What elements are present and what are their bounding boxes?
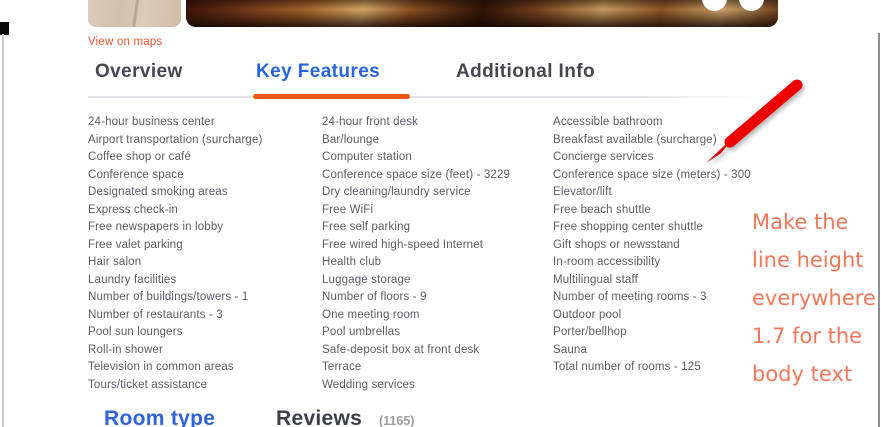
feature-item: Free shopping center shuttle — [553, 221, 703, 233]
feature-item: Pool sun loungers — [88, 326, 183, 338]
feature-item: Hair salon — [88, 256, 142, 268]
feature-item: Number of meeting rooms - 3 — [553, 291, 707, 303]
photo-pagination-dot[interactable] — [739, 0, 764, 11]
feature-item: Tours/ticket assistance — [88, 378, 208, 391]
feature-item: Sauna — [553, 343, 588, 356]
tab-divider — [88, 96, 756, 98]
feature-item: Breakfast available (surcharge) — [553, 133, 717, 146]
feature-item: Porter/bellhop — [553, 326, 627, 338]
tab-overview[interactable]: Overview — [95, 61, 183, 82]
feature-item: Free newspapers in lobby — [88, 221, 224, 233]
feature-item: Free wired high-speed Internet — [322, 238, 484, 251]
window-right-border — [878, 33, 880, 427]
feature-item: Television in common areas — [88, 361, 234, 373]
feature-item: 24-hour business center — [88, 116, 215, 128]
active-tab-underline — [253, 94, 410, 99]
annotation-line: Make the — [752, 210, 849, 234]
annotation-line: line height — [752, 248, 864, 272]
feature-item: Multilingual staff — [553, 273, 638, 286]
feature-item: Roll-in shower — [88, 343, 163, 356]
feature-item: Dry cleaning/laundry service — [322, 186, 471, 198]
feature-item: 24-hour front desk — [322, 116, 419, 128]
feature-item: Free WiFi — [322, 203, 374, 216]
feature-item: Designated smoking areas — [88, 186, 228, 198]
feature-item: Pool umbrellas — [322, 326, 401, 338]
feature-item: Express check-in — [88, 203, 178, 216]
feature-item: Conference space size (feet) - 3229 — [322, 168, 511, 181]
feature-item: Free self parking — [322, 221, 411, 233]
room-type-heading[interactable]: Room type — [104, 407, 216, 427]
feature-item: Conference space size (meters) - 300 — [553, 168, 751, 181]
tab-key-features[interactable]: Key Features — [256, 61, 381, 82]
feature-item: Accessible bathroom — [553, 116, 663, 128]
feature-item: Health club — [322, 256, 382, 268]
feature-item: Wedding services — [322, 378, 415, 391]
view-on-maps-link[interactable]: View on maps — [88, 36, 163, 48]
feature-item: Conference space — [88, 168, 184, 181]
feature-item: Computer station — [322, 151, 412, 163]
features-column-1: 24-hour business center Airport transport… — [88, 114, 320, 394]
feature-item: One meeting room — [322, 308, 420, 321]
feature-item: Gift shops or newsstand — [553, 238, 680, 251]
feature-item: Outdoor pool — [553, 308, 622, 321]
feature-item: Coffee shop or café — [88, 151, 192, 163]
feature-item: Concierge services — [553, 151, 654, 163]
reviews-heading: Reviews — [276, 407, 363, 427]
annotation-line: body text — [752, 362, 853, 386]
feature-item: Number of floors - 9 — [322, 291, 427, 303]
tab-additional-info[interactable]: Additional Info — [456, 61, 595, 82]
feature-item: Laundry facilities — [88, 273, 177, 286]
feature-item: Elevator/lift — [553, 186, 612, 198]
feature-item: Luggage storage — [322, 273, 411, 286]
annotation-line: 1.7 for the — [752, 324, 863, 348]
features-column-2: 24-hour front desk Bar/lounge Computer sta… — [322, 114, 552, 394]
feature-item: Number of restaurants - 3 — [88, 308, 223, 321]
feature-item: Free beach shuttle — [553, 203, 651, 216]
window-left-border — [2, 34, 4, 427]
map-thumbnail[interactable] — [88, 0, 181, 27]
window-edge-corner — [0, 22, 9, 35]
feature-item: Terrace — [322, 361, 362, 373]
annotation-line: everywhere — [752, 286, 876, 310]
hotel-photo[interactable] — [186, 0, 778, 27]
reviews-count-badge: (1165) — [379, 414, 415, 427]
feature-item: Airport transportation (surcharge) — [88, 133, 263, 146]
feature-item: Safe-deposit box at front desk — [322, 343, 480, 356]
feature-item: In-room accessibility — [553, 256, 661, 268]
feature-item: Total number of rooms - 125 — [553, 361, 701, 373]
feature-item: Bar/lounge — [322, 133, 380, 146]
feature-item: Free valet parking — [88, 238, 183, 251]
annotation-note: Make the line height everywhere 1.7 for … — [752, 203, 881, 393]
feature-item: Number of buildings/towers - 1 — [88, 291, 249, 303]
features-column-3: Accessible bathroom Breakfast available (… — [553, 114, 785, 377]
photo-pagination-dot[interactable] — [702, 0, 727, 11]
